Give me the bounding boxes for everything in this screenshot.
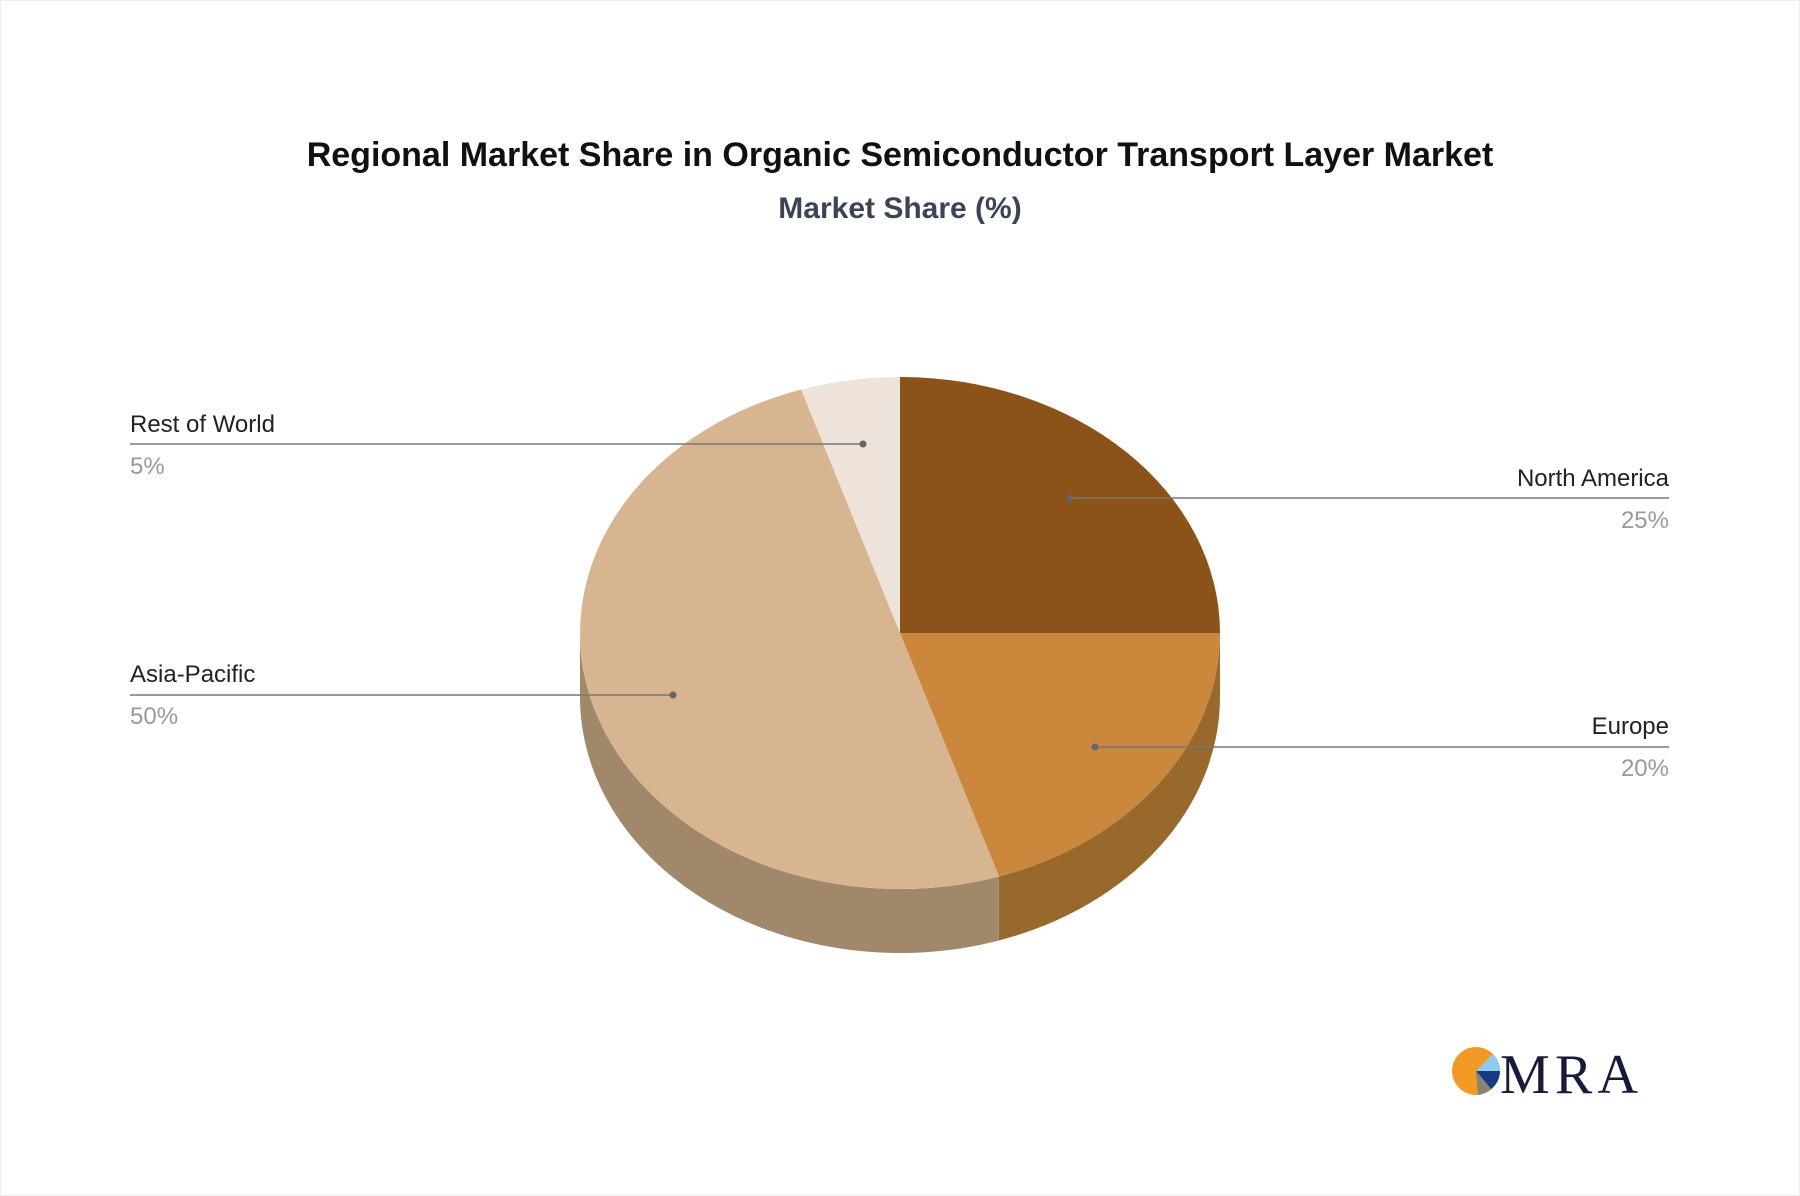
logo-text: MRA (1500, 1044, 1639, 1099)
value-europe: 20% (1621, 755, 1669, 782)
label-asia-pacific: Asia-Pacific (130, 661, 255, 688)
label-north-america: North America (1517, 465, 1670, 492)
value-north-america: 25% (1621, 507, 1669, 534)
pie-slice-north-america[interactable] (900, 377, 1220, 633)
pie-slice-europe[interactable] (900, 633, 1220, 877)
chart-title: Regional Market Share in Organic Semicon… (306, 136, 1494, 174)
label-europe: Europe (1592, 713, 1669, 740)
value-asia-pacific: 50% (130, 703, 178, 730)
pie-slice-asia-pacific[interactable] (580, 389, 999, 889)
value-rest-of-world: 5% (130, 453, 165, 480)
mra-logo: MRA (1452, 1044, 1639, 1099)
callout-north-america: North America 25% (1066, 465, 1670, 534)
callout-europe: Europe 20% (1091, 713, 1669, 782)
label-rest-of-world: Rest of World (130, 411, 275, 438)
callout-asia-pacific: Asia-Pacific 50% (130, 661, 677, 730)
pie-side-europe (998, 633, 1220, 941)
pie-slice-rest-of-world[interactable] (801, 377, 900, 633)
chart-subtitle: Market Share (%) (778, 192, 1022, 225)
callout-rest-of-world: Rest of World 5% (130, 411, 867, 480)
pie-side-asia-pacific (580, 633, 999, 953)
